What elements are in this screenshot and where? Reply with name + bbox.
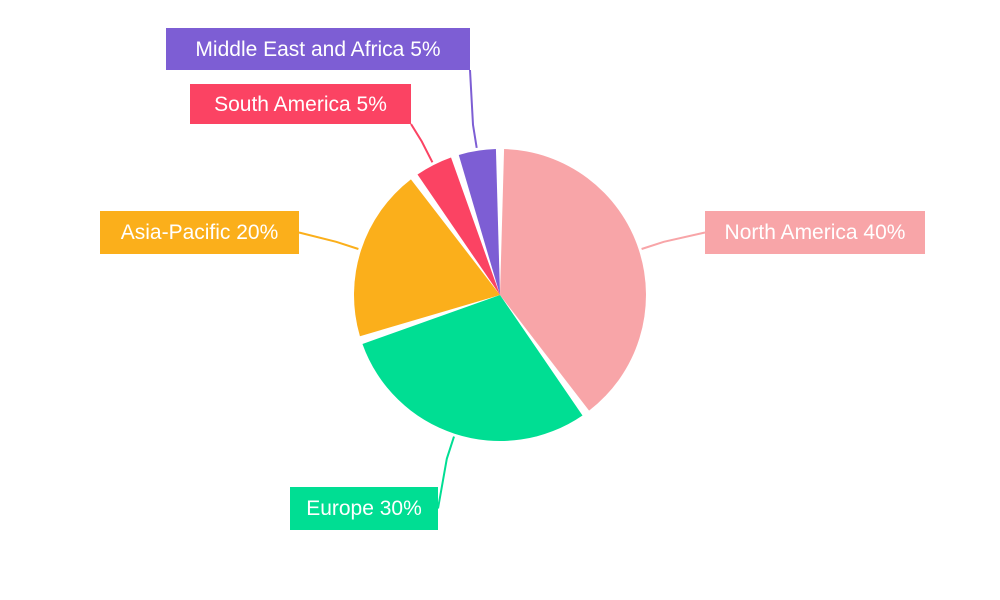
pie-slice-south-america[interactable] (417, 157, 500, 295)
pie-label-south-america[interactable]: South America 5% (190, 84, 411, 124)
pie-label-europe[interactable]: Europe 30% (290, 487, 438, 530)
leader-line-north-america (641, 231, 706, 250)
pie-leader-lines (298, 69, 706, 509)
pie-label-north-america[interactable]: North America 40% (705, 211, 925, 254)
pie-label-asia-pacific[interactable]: Asia-Pacific 20% (100, 211, 299, 254)
pie-slice-asia-pacific[interactable] (354, 179, 500, 337)
pie-slices (354, 149, 646, 442)
pie-label-middle-east-and-africa[interactable]: Middle East and Africa 5% (166, 28, 470, 70)
pie-slice-middle-east-and-africa[interactable] (458, 149, 500, 295)
pie-slice-europe[interactable] (362, 295, 583, 442)
leader-line-middle-east-and-africa (469, 69, 478, 149)
pie-slice-north-america[interactable] (500, 149, 646, 411)
leader-line-europe (437, 436, 455, 509)
leader-line-asia-pacific (298, 231, 359, 250)
leader-line-south-america (410, 123, 434, 163)
